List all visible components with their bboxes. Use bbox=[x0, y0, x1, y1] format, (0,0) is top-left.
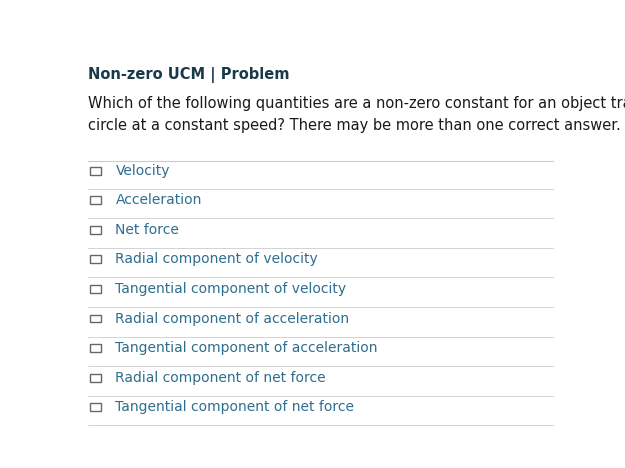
Text: Non-zero UCM | Problem: Non-zero UCM | Problem bbox=[88, 67, 289, 83]
Text: Net force: Net force bbox=[116, 223, 179, 237]
Text: Tangential component of net force: Tangential component of net force bbox=[116, 400, 354, 414]
FancyBboxPatch shape bbox=[90, 403, 101, 411]
Text: Which of the following quantities are a non-zero constant for an object travelin: Which of the following quantities are a … bbox=[88, 96, 625, 133]
FancyBboxPatch shape bbox=[90, 197, 101, 204]
Text: Velocity: Velocity bbox=[116, 164, 170, 178]
FancyBboxPatch shape bbox=[90, 285, 101, 293]
Text: Radial component of net force: Radial component of net force bbox=[116, 371, 326, 385]
Text: Tangential component of velocity: Tangential component of velocity bbox=[116, 282, 346, 296]
FancyBboxPatch shape bbox=[90, 314, 101, 322]
FancyBboxPatch shape bbox=[90, 373, 101, 381]
FancyBboxPatch shape bbox=[90, 226, 101, 234]
Text: Acceleration: Acceleration bbox=[116, 193, 202, 207]
Text: Tangential component of acceleration: Tangential component of acceleration bbox=[116, 341, 378, 355]
Text: Radial component of velocity: Radial component of velocity bbox=[116, 252, 318, 266]
FancyBboxPatch shape bbox=[90, 167, 101, 175]
FancyBboxPatch shape bbox=[90, 344, 101, 352]
Text: Radial component of acceleration: Radial component of acceleration bbox=[116, 312, 349, 326]
FancyBboxPatch shape bbox=[90, 256, 101, 263]
